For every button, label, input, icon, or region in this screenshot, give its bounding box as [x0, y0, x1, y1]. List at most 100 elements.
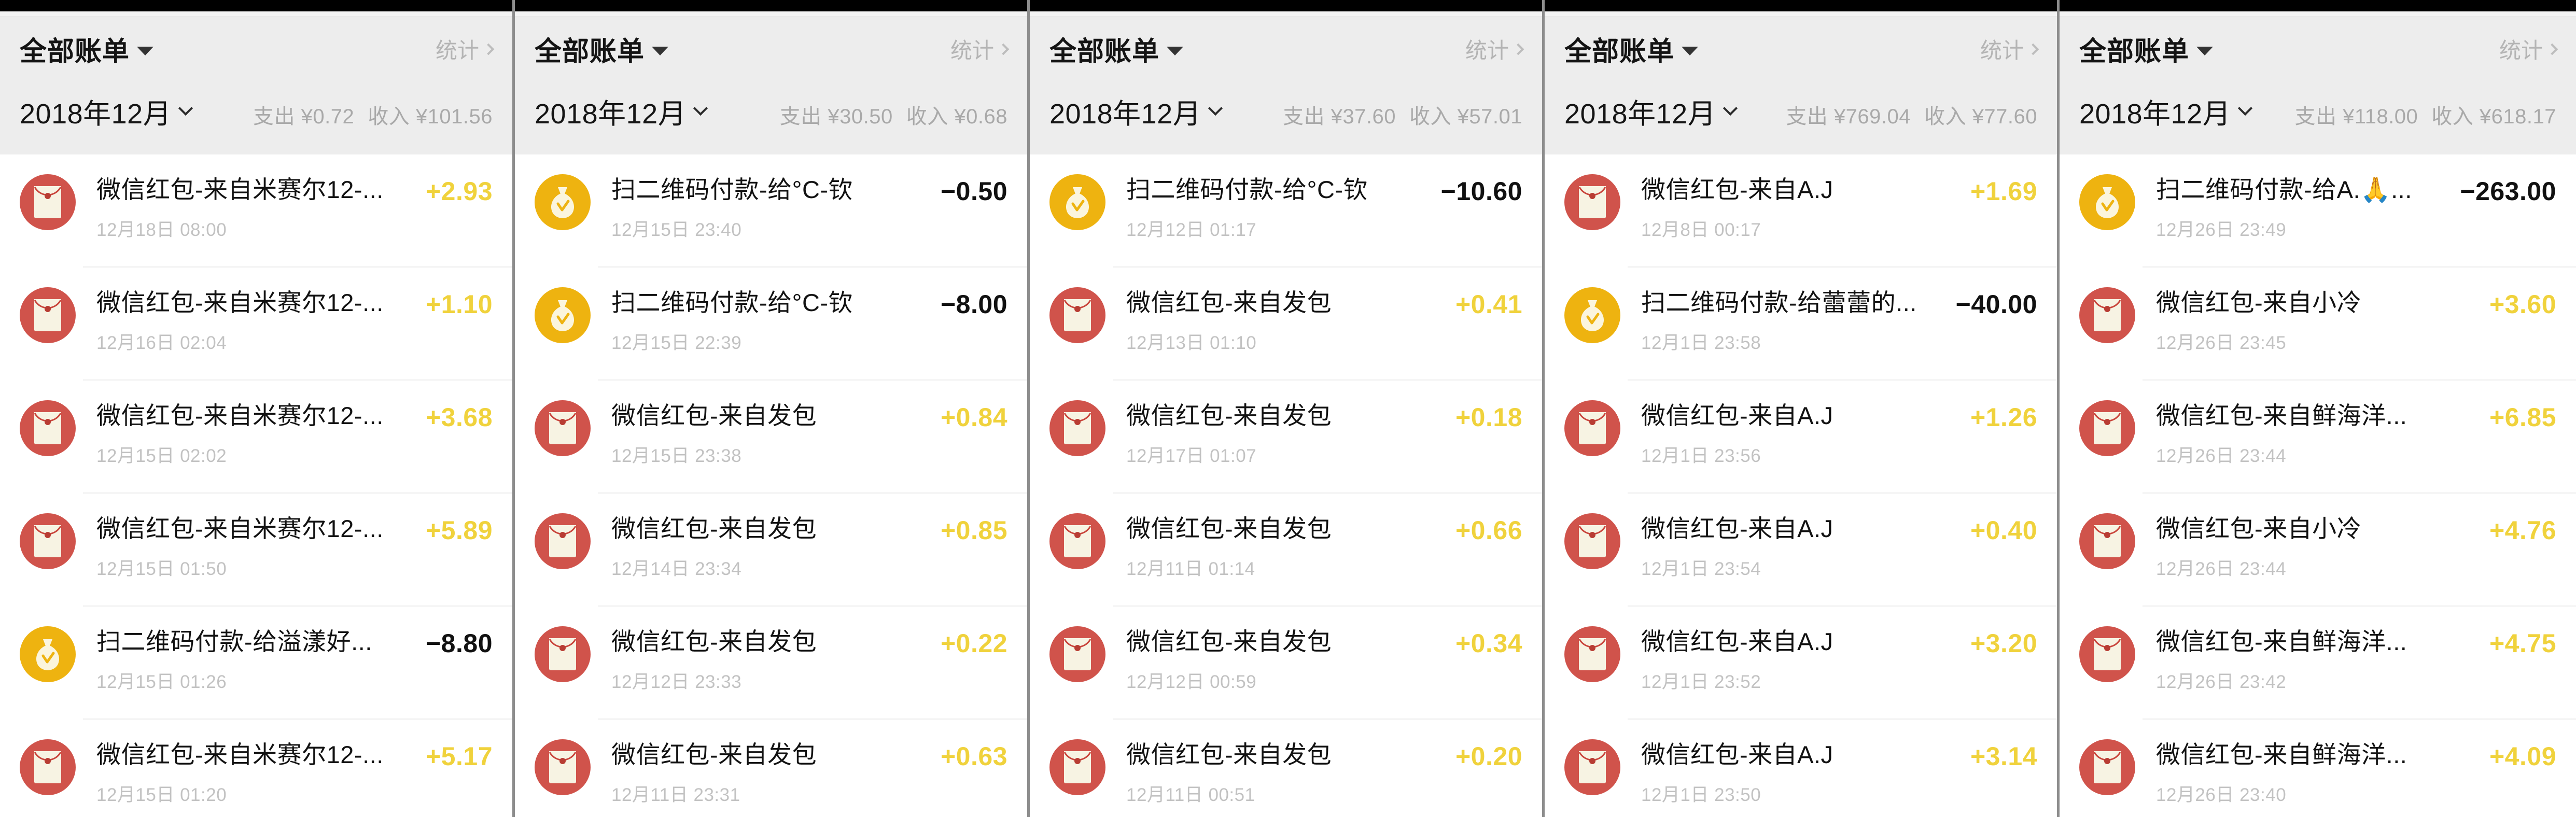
bill-header: 全部账单 统计 2018年12月 支出 ¥30.50 收入 ¥0.68: [515, 17, 1027, 154]
transaction-row[interactable]: 微信红包-来自A.J 12月1日 23:54 +0.40: [1545, 494, 2057, 607]
statistics-label: 统计: [435, 38, 479, 63]
transaction-details: 微信红包-来自发包 12月12日 23:33: [611, 622, 931, 694]
transaction-row[interactable]: 微信红包-来自发包 12月17日 01:07 +0.18: [1030, 381, 1542, 494]
red-envelope-icon-badge: [1564, 400, 1620, 456]
red-envelope-icon-badge: [2079, 400, 2135, 456]
transaction-row[interactable]: 扫二维码付款-给溢漾好... 12月15日 01:26 −8.80: [0, 607, 512, 720]
transaction-details: 微信红包-来自米赛尔12-... 12月15日 02:02: [96, 396, 416, 468]
transaction-row[interactable]: 微信红包-来自米赛尔12-... 12月18日 08:00 +2.93: [0, 154, 512, 267]
account-filter-button[interactable]: 全部账单: [2079, 30, 2214, 68]
account-filter-button[interactable]: 全部账单: [535, 30, 669, 68]
transaction-row[interactable]: 微信红包-来自发包 12月14日 23:34 +0.85: [515, 494, 1027, 607]
transaction-date: 12月16日 02:04: [96, 333, 227, 354]
statistics-link[interactable]: 统计: [435, 33, 495, 65]
red-envelope-icon-badge: [2079, 739, 2135, 795]
transaction-row[interactable]: 扫二维码付款-给A.🙏... 12月26日 23:49 −263.00: [2060, 154, 2576, 267]
transaction-date: 12月18日 08:00: [96, 220, 227, 241]
transaction-title: 微信红包-来自A.J: [1641, 741, 1833, 768]
transaction-amount: +0.40: [1970, 516, 2037, 545]
bill-panel-5: 全部账单 统计 2018年12月 支出 ¥118.00 收入 ¥618.17 扫二维码付款…: [2060, 0, 2576, 817]
transaction-row[interactable]: 微信红包-来自米赛尔12-... 12月15日 01:50 +5.89: [0, 494, 512, 607]
transaction-row[interactable]: 微信红包-来自发包 12月11日 00:51 +0.20: [1030, 720, 1542, 817]
transaction-date: 12月15日 22:39: [611, 333, 742, 354]
transaction-row[interactable]: 微信红包-来自发包 12月11日 23:31 +0.63: [515, 720, 1027, 817]
transaction-row[interactable]: 微信红包-来自发包 12月13日 01:10 +0.41: [1030, 267, 1542, 381]
chevron-down-icon: [2196, 47, 2214, 55]
transaction-row[interactable]: 微信红包-来自A.J 12月8日 00:17 +1.69: [1545, 154, 2057, 267]
transaction-list: 微信红包-来自米赛尔12-... 12月18日 08:00 +2.93 微信红包-来自…: [0, 154, 512, 817]
bill-header: 全部账单 统计 2018年12月 支出 ¥37.60 收入 ¥57.01: [1030, 17, 1542, 154]
red-envelope-icon: [34, 412, 62, 444]
transaction-amount: +0.85: [940, 516, 1007, 545]
red-envelope-icon-badge: [1564, 513, 1620, 569]
transaction-row[interactable]: 扫二维码付款-给°C-钦 12月15日 23:40 −0.50: [515, 154, 1027, 267]
transaction-date: 12月26日 23:45: [2156, 333, 2287, 354]
account-filter-label: 全部账单: [2079, 37, 2190, 67]
transaction-row[interactable]: 微信红包-来自发包 12月15日 23:38 +0.84: [515, 381, 1027, 494]
transaction-row[interactable]: 微信红包-来自A.J 12月1日 23:52 +3.20: [1545, 607, 2057, 720]
income-label: 收入: [1409, 105, 1452, 128]
month-selector[interactable]: 2018年12月: [2079, 91, 2253, 132]
transaction-row[interactable]: 扫二维码付款-给°C-钦 12月15日 22:39 −8.00: [515, 267, 1027, 381]
transaction-title: 微信红包-来自发包: [1126, 402, 1332, 429]
transaction-row[interactable]: 扫二维码付款-给°C-钦 12月12日 01:17 −10.60: [1030, 154, 1542, 267]
chevron-down-icon: [137, 47, 154, 55]
transaction-amount: +5.89: [425, 516, 493, 545]
money-bag-icon-badge: [1564, 287, 1620, 343]
status-bar-secondary: [515, 11, 1027, 17]
red-envelope-icon-badge: [20, 739, 76, 795]
transaction-row[interactable]: 微信红包-来自发包 12月11日 01:14 +0.66: [1030, 494, 1542, 607]
month-label: 2018年12月: [1564, 98, 1716, 130]
transaction-row[interactable]: 微信红包-来自米赛尔12-... 12月16日 02:04 +1.10: [0, 267, 512, 381]
transaction-row[interactable]: 微信红包-来自小冷 12月26日 23:44 +4.76: [2060, 494, 2576, 607]
statistics-link[interactable]: 统计: [1980, 33, 2039, 65]
money-bag-icon-badge: [20, 626, 76, 682]
red-envelope-icon: [1063, 751, 1091, 783]
red-envelope-icon: [34, 525, 62, 557]
statistics-link[interactable]: 统计: [2499, 33, 2558, 65]
transaction-date: 12月1日 23:58: [1641, 333, 1761, 354]
transaction-row[interactable]: 微信红包-来自米赛尔12-... 12月15日 01:20 +5.17: [0, 720, 512, 817]
transaction-row[interactable]: 微信红包-来自鲜海洋... 12月26日 23:40 +4.09: [2060, 720, 2576, 817]
transaction-title: 微信红包-来自米赛尔12-...: [96, 176, 384, 203]
month-selector[interactable]: 2018年12月: [20, 91, 193, 132]
transaction-amount: +0.63: [940, 742, 1007, 771]
account-filter-button[interactable]: 全部账单: [20, 30, 154, 68]
month-selector[interactable]: 2018年12月: [1049, 91, 1223, 132]
transaction-row[interactable]: 微信红包-来自米赛尔12-... 12月15日 02:02 +3.68: [0, 381, 512, 494]
transaction-amount: −263.00: [2460, 177, 2556, 206]
statistics-link[interactable]: 统计: [950, 33, 1010, 65]
month-selector[interactable]: 2018年12月: [1564, 91, 1738, 132]
transaction-row[interactable]: 微信红包-来自小冷 12月26日 23:45 +3.60: [2060, 267, 2576, 381]
transaction-row[interactable]: 微信红包-来自发包 12月12日 23:33 +0.22: [515, 607, 1027, 720]
transaction-date: 12月11日 00:51: [1126, 785, 1255, 806]
transaction-row[interactable]: 微信红包-来自A.J 12月1日 23:50 +3.14: [1545, 720, 2057, 817]
red-envelope-icon-badge: [20, 174, 76, 230]
income-value: ¥101.56: [415, 105, 493, 128]
transaction-row[interactable]: 微信红包-来自发包 12月12日 00:59 +0.34: [1030, 607, 1542, 720]
account-filter-button[interactable]: 全部账单: [1049, 30, 1184, 68]
money-bag-icon: [36, 639, 60, 670]
transaction-date: 12月12日 23:33: [611, 672, 742, 693]
statistics-link[interactable]: 统计: [1465, 33, 1524, 65]
transaction-amount: +4.09: [2489, 742, 2556, 771]
transaction-row[interactable]: 微信红包-来自A.J 12月1日 23:56 +1.26: [1545, 381, 2057, 494]
status-bar: [1030, 0, 1542, 11]
transaction-row[interactable]: 微信红包-来自鲜海洋... 12月26日 23:42 +4.75: [2060, 607, 2576, 720]
month-label: 2018年12月: [1049, 98, 1201, 130]
red-envelope-icon-badge: [2079, 513, 2135, 569]
statistics-label: 统计: [950, 38, 994, 63]
account-filter-button[interactable]: 全部账单: [1564, 30, 1699, 68]
red-envelope-icon: [2093, 751, 2121, 783]
transaction-amount: +3.14: [1970, 742, 2037, 771]
transaction-date: 12月12日 01:17: [1126, 220, 1257, 241]
transaction-row[interactable]: 扫二维码付款-给蕾蕾的... 12月1日 23:58 −40.00: [1545, 267, 2057, 381]
money-bag-icon: [1066, 187, 1089, 218]
income-value: ¥618.17: [2479, 105, 2556, 128]
transaction-date: 12月1日 23:56: [1641, 446, 1761, 467]
status-bar-secondary: [1030, 11, 1542, 17]
red-envelope-icon-badge: [1049, 513, 1105, 569]
month-selector[interactable]: 2018年12月: [535, 91, 708, 132]
transaction-row[interactable]: 微信红包-来自鲜海洋... 12月26日 23:44 +6.85: [2060, 381, 2576, 494]
expense-label: 支出: [779, 105, 822, 128]
